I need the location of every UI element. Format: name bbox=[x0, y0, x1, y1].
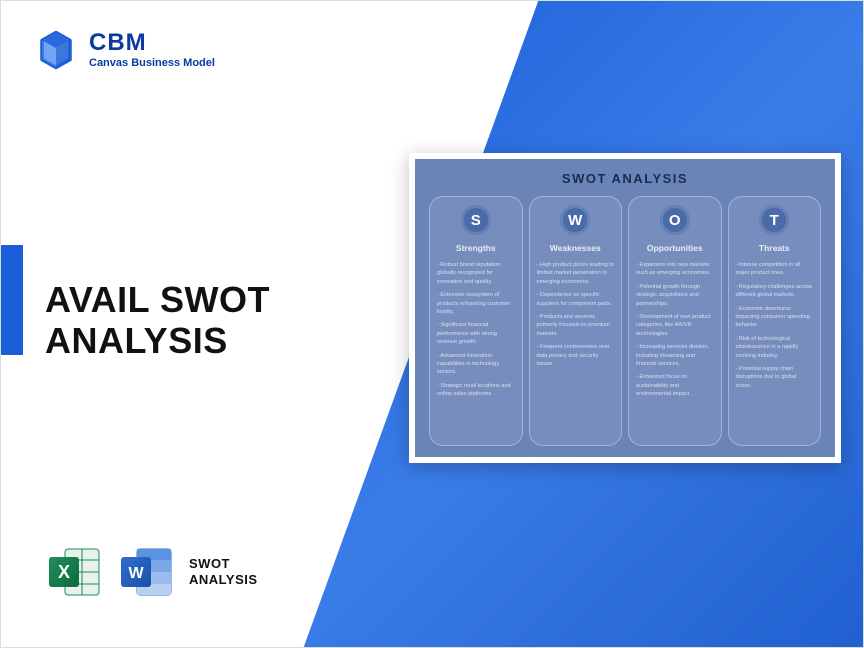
file-icons-row: X W SWOT ANALYSIS bbox=[45, 543, 258, 601]
swot-letter-circle: S bbox=[461, 205, 491, 235]
swot-item: Potential supply chain disruptions due t… bbox=[736, 365, 814, 390]
swot-item: Risk of technological obsolescence in a … bbox=[736, 335, 814, 360]
word-icon: W bbox=[117, 543, 175, 601]
swot-heading: Opportunities bbox=[647, 243, 703, 253]
svg-text:W: W bbox=[128, 565, 144, 582]
swot-item: Development of new product categories, l… bbox=[636, 313, 714, 338]
main-title: AVAIL SWOT ANALYSIS bbox=[45, 279, 270, 362]
swot-item: Extensive ecosystem of products enhancin… bbox=[437, 291, 515, 316]
swot-item: Potential growth through strategic acqui… bbox=[636, 283, 714, 308]
logo-icon bbox=[35, 29, 77, 71]
swot-items: High product prices leading to limited m… bbox=[537, 261, 615, 373]
swot-letter-circle: T bbox=[759, 205, 789, 235]
swot-item: Enhanced focus on sustainability and env… bbox=[636, 373, 714, 398]
file-label: SWOT ANALYSIS bbox=[189, 556, 258, 589]
swot-column: S Strengths Robust brand reputation global… bbox=[429, 196, 523, 446]
excel-icon: X bbox=[45, 543, 103, 601]
swot-item: Expansion into new markets such as emerg… bbox=[636, 261, 714, 278]
swot-items: Expansion into new markets such as emerg… bbox=[636, 261, 714, 403]
page-canvas: CBM Canvas Business Model AVAIL SWOT ANA… bbox=[0, 0, 864, 648]
swot-items: Intense competition in all major product… bbox=[736, 261, 814, 395]
brand-name: CBM bbox=[89, 31, 215, 55]
swot-preview-card: SWOT ANALYSIS S Strengths Robust brand rep… bbox=[409, 153, 841, 463]
swot-item: Regulatory challenges across different g… bbox=[736, 283, 814, 300]
swot-item: Advanced innovation capabilities in tech… bbox=[437, 352, 515, 377]
swot-column: W Weaknesses High product prices leading t… bbox=[529, 196, 623, 446]
swot-item: High product prices leading to limited m… bbox=[537, 261, 615, 286]
swot-letter-circle: W bbox=[560, 205, 590, 235]
swot-item: Significant financial performance with s… bbox=[437, 321, 515, 346]
swot-item: Robust brand reputation globally recogni… bbox=[437, 261, 515, 286]
swot-items: Robust brand reputation globally recogni… bbox=[437, 261, 515, 403]
swot-heading: Threats bbox=[759, 243, 790, 253]
brand-logo: CBM Canvas Business Model bbox=[35, 29, 215, 71]
swot-column: O Opportunities Expansion into new markets… bbox=[628, 196, 722, 446]
logo-text: CBM Canvas Business Model bbox=[89, 31, 215, 69]
accent-bar bbox=[1, 245, 23, 355]
swot-column: T Threats Intense competition in all major… bbox=[728, 196, 822, 446]
swot-heading: Weaknesses bbox=[550, 243, 601, 253]
swot-item: Economic downturns impacting consumer sp… bbox=[736, 305, 814, 330]
swot-item: Strategic retail locations and online sa… bbox=[437, 382, 515, 399]
preview-title: SWOT ANALYSIS bbox=[429, 171, 821, 186]
brand-subtitle: Canvas Business Model bbox=[89, 57, 215, 69]
swot-item: Products and services primarily focused … bbox=[537, 313, 615, 338]
swot-grid: S Strengths Robust brand reputation global… bbox=[429, 196, 821, 446]
swot-item: Intense competition in all major product… bbox=[736, 261, 814, 278]
swot-item: Dependence on specific suppliers for com… bbox=[537, 291, 615, 308]
swot-item: Frequent controversies over data privacy… bbox=[537, 343, 615, 368]
swot-letter-circle: O bbox=[660, 205, 690, 235]
swot-heading: Strengths bbox=[456, 243, 496, 253]
svg-text:X: X bbox=[58, 562, 70, 582]
swot-item: Increasing services division, including … bbox=[636, 343, 714, 368]
